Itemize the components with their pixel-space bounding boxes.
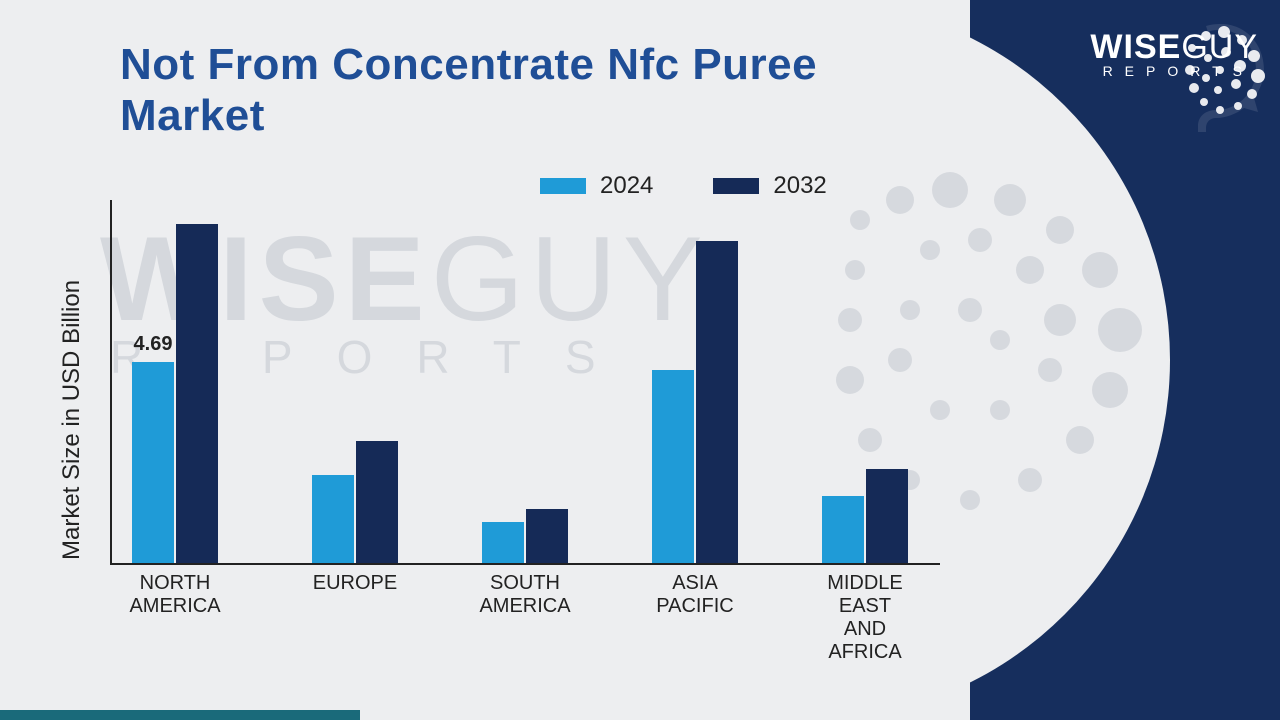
category-label: NORTHAMERICA [100, 572, 250, 618]
plot-area: 4.69 [110, 200, 940, 565]
legend-item-2024: 2024 [540, 172, 653, 200]
logo-reports: REPORTS [1090, 63, 1258, 79]
bar [176, 224, 218, 563]
chart-legend: 2024 2032 [540, 172, 827, 200]
bar [312, 475, 354, 563]
bar-chart: 4.69 [110, 200, 940, 565]
bar [526, 509, 568, 563]
bar [822, 496, 864, 563]
legend-item-2032: 2032 [713, 172, 826, 200]
logo-wise: WISE [1090, 28, 1181, 66]
legend-label-2024: 2024 [600, 172, 653, 200]
bar [696, 241, 738, 563]
category-label: ASIAPACIFIC [620, 572, 770, 618]
legend-swatch-2024 [540, 178, 586, 194]
bar [482, 522, 524, 563]
brand-logo: WISEGUY REPORTS [1090, 28, 1258, 79]
bar [866, 469, 908, 563]
category-label: MIDDLEEASTANDAFRICA [790, 572, 940, 664]
bar [652, 370, 694, 563]
y-axis-label: Market Size in USD Billion [58, 280, 86, 560]
bar-value-label: 4.69 [123, 333, 183, 356]
legend-label-2032: 2032 [773, 172, 826, 200]
bar [356, 441, 398, 563]
category-label: EUROPE [280, 572, 430, 595]
infographic-stage: WISEGUY REPORTS Not From Concentrate Nfc… [0, 0, 1280, 720]
page-title: Not From Concentrate Nfc Puree Market [120, 40, 840, 141]
footer-accent-bar [0, 710, 360, 720]
category-label: SOUTHAMERICA [450, 572, 600, 618]
legend-swatch-2032 [713, 178, 759, 194]
bar [132, 362, 174, 563]
logo-guy: GUY [1181, 28, 1258, 66]
